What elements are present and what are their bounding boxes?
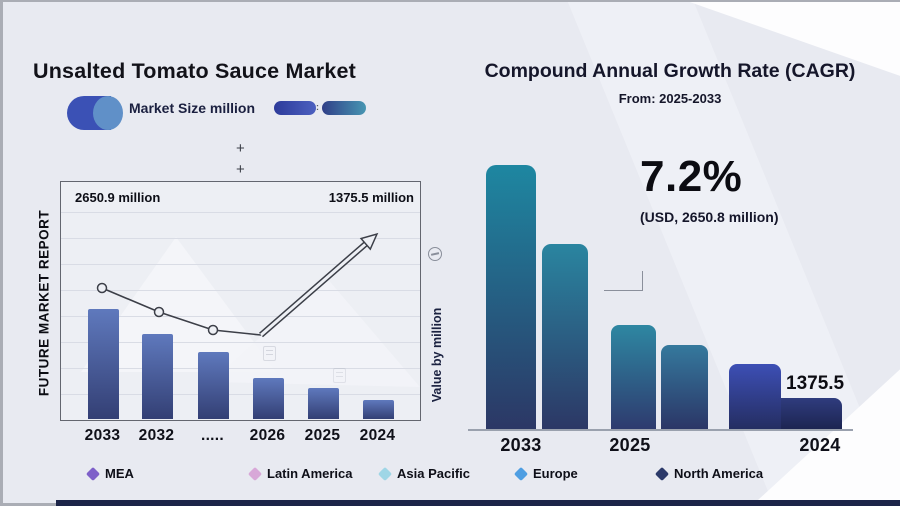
x-label-2032: 2032 [138, 427, 175, 444]
x-label-2033: 2033 [84, 427, 121, 444]
legend-item-mea: MEA [85, 466, 134, 481]
left-x-axis: 2033 2032..... 2026 2025 2024 [60, 427, 421, 447]
legend-item-europe: Europe [513, 466, 578, 481]
step-line-horizontal [604, 290, 643, 291]
x-label-2026: 2026 [249, 427, 286, 444]
right-bar-2025-period-end-bar [661, 345, 708, 430]
plus-decoration-1: + [236, 140, 245, 157]
value-2024-label: 1375.5 [786, 373, 845, 394]
market-size-label: Market Size million [129, 100, 256, 116]
right-bar-2033-period-end-bar [542, 244, 588, 430]
document-ghost-icon [263, 346, 276, 361]
legend-label: Europe [533, 466, 578, 481]
legend-diamond-icon [513, 466, 529, 481]
step-line-vertical [642, 271, 643, 291]
gradient-pill-left [274, 101, 316, 115]
end-value-label: 1375.5 million [328, 190, 414, 205]
left-bar-2024 [363, 400, 394, 419]
right-x-label-2024: 2024 [799, 435, 841, 455]
plus-decoration-2: + [236, 161, 245, 178]
left-plot: 2650.9 million 1375.5 million [60, 181, 421, 421]
cagr-title: Compound Annual Growth Rate (CAGR) [484, 60, 856, 82]
right-bar-2025-period-start-bar [611, 325, 656, 430]
left-bar-2033 [88, 309, 119, 419]
x-label-.....: ..... [200, 427, 225, 444]
cagr-subtitle: From: 2025-2033 [618, 91, 722, 106]
card-border-top [0, 0, 900, 2]
cylinder-cap [93, 96, 123, 130]
right-bar-2024-period-start-bar [729, 364, 781, 430]
grid-line [61, 264, 420, 265]
document-ghost-icon [333, 368, 346, 383]
legend-label: Asia Pacific [397, 466, 470, 481]
right-chart-axis [468, 429, 853, 431]
grid-line [61, 368, 420, 369]
legend-label: MEA [105, 466, 134, 481]
legend-label: North America [674, 466, 764, 481]
pill-separator: : [316, 102, 319, 112]
legend-label: Latin America [267, 466, 353, 481]
grid-line [61, 394, 420, 395]
legend-item-asia-pacific: Asia Pacific [377, 466, 470, 481]
grid-line [61, 290, 420, 291]
bottom-navy-strip [56, 500, 900, 506]
right-bar-2033-period-start-bar [486, 165, 536, 430]
legend-item-latin-america: Latin America [247, 466, 353, 481]
legend-diamond-icon [247, 466, 263, 481]
left-bar-2032 [142, 334, 173, 419]
legend-diamond-icon [85, 466, 101, 481]
x-label-2024: 2024 [359, 427, 396, 444]
legend-item-north-america: North America [654, 466, 764, 481]
grid-line [61, 212, 420, 213]
card-border-left [0, 0, 3, 506]
value-by-million-axis-label: Value by million [430, 307, 444, 403]
gradient-pill-right [322, 101, 366, 115]
left-bar-2026 [253, 378, 284, 419]
right-x-label-2033: 2033 [500, 435, 542, 455]
minus-circle-icon [428, 247, 442, 261]
legend-diamond-icon [654, 466, 670, 481]
page-title: Unsalted Tomato Sauce Market [33, 59, 357, 83]
grid-line [61, 342, 420, 343]
cagr-percentage: 7.2% [640, 152, 743, 201]
right-bar-2024-period-end-bar [781, 398, 842, 430]
legend-diamond-icon [377, 466, 393, 481]
left-bar-2025 [308, 388, 339, 419]
right-x-label-2025: 2025 [609, 435, 651, 455]
x-label-2025: 2025 [304, 427, 341, 444]
card-border-bottom-left [0, 503, 58, 506]
left-bar-..... [198, 352, 229, 419]
grid-line [61, 238, 420, 239]
start-value-label: 2650.9 million [75, 190, 161, 205]
future-market-report-watermark: FUTURE MARKET REPORT [36, 209, 52, 397]
cagr-usd-detail: (USD, 2650.8 million) [640, 209, 779, 225]
cylinder-icon [67, 96, 123, 130]
